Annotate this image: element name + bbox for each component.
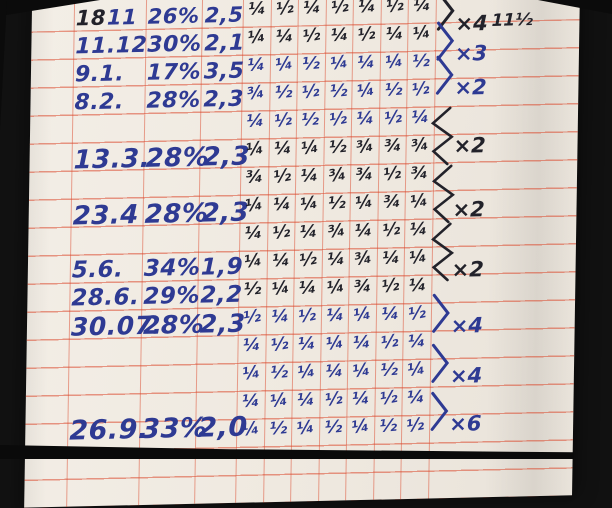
- date-cell-text: 9.1.: [74, 61, 125, 88]
- multiplier-label: ×2: [453, 133, 486, 158]
- date-cell-text: 13.3.: [73, 143, 151, 176]
- percent-cell: 29%: [143, 282, 201, 310]
- value-cell: 2,3: [203, 86, 245, 113]
- photo-edge-left: [0, 0, 7, 130]
- percent-cell: 28%: [145, 142, 210, 174]
- angle-brace: [431, 292, 454, 339]
- fraction-cell: ½: [404, 414, 426, 438]
- zigzag-brace: [430, 164, 457, 229]
- date-cell: 11.12: [75, 32, 147, 61]
- date-cell-text: 26.9.: [69, 413, 149, 447]
- date-cell-text: 23.4: [72, 199, 140, 232]
- percent-cell: 28%: [146, 87, 201, 114]
- date-cell: 1811: [76, 4, 138, 32]
- multiplier-label: ×3: [454, 41, 488, 66]
- date-cell: 28.6.: [71, 284, 139, 313]
- fraction-cell: ½: [323, 416, 343, 439]
- date-cell: 13.3.: [73, 143, 151, 176]
- value-cell: 2,5: [204, 2, 244, 28]
- fraction-cell: ¼: [239, 417, 261, 442]
- fraction-cell: ½: [268, 418, 288, 440]
- zigzag-brace: [429, 106, 456, 171]
- paper-sheet: 1811 26% 2,5 11.12 30% 2,1 9.1. 17% 3,5 8.2. 28% 2,…: [24, 0, 581, 508]
- date-cell-text: 5.6.: [71, 256, 124, 284]
- angle-brace: [435, 0, 458, 36]
- percent-cell: 30%: [147, 31, 202, 58]
- date-cell-text: 8.2.: [74, 89, 125, 116]
- date-cell-text: 11.12: [75, 32, 148, 60]
- fraction-cell: ¼: [349, 415, 371, 439]
- date-cell-black-part: 18: [75, 5, 107, 31]
- angle-brace: [430, 342, 453, 389]
- percent-cell: 26%: [147, 3, 200, 29]
- percent-cell: 28%: [142, 309, 205, 340]
- fraction-cell: ¼: [294, 416, 316, 440]
- angle-brace: [434, 54, 457, 101]
- date-cell: 5.6.: [72, 256, 124, 284]
- multiplier-label: ×6: [449, 411, 482, 437]
- percent-cell: 28%: [144, 198, 209, 230]
- multiplier-label: ×4: [455, 11, 488, 36]
- multiplier-label: ×4: [449, 363, 483, 388]
- zigzag-brace: [429, 222, 456, 287]
- multiplier-label: ×2: [451, 257, 485, 282]
- date-cell-text: 11: [106, 4, 138, 30]
- corner-note: 11½: [491, 9, 533, 31]
- percent-cell: 17%: [146, 59, 202, 86]
- multiplier-label: ×2: [452, 197, 485, 222]
- value-cell: 2,1: [204, 30, 246, 57]
- percent-cell: 34%: [143, 254, 201, 282]
- fraction-cell: ½: [378, 415, 398, 438]
- date-cell: 8.2.: [74, 88, 124, 116]
- date-cell: 23.4: [72, 199, 140, 232]
- date-cell-text: 28.6.: [71, 283, 140, 312]
- multiplier-label: ×4: [450, 313, 484, 338]
- angle-brace: [435, 20, 458, 67]
- date-cell: 26.9.: [69, 413, 149, 447]
- multiplier-label: ×2: [454, 75, 487, 100]
- angle-brace: [429, 390, 452, 437]
- date-cell: 9.1.: [75, 60, 125, 88]
